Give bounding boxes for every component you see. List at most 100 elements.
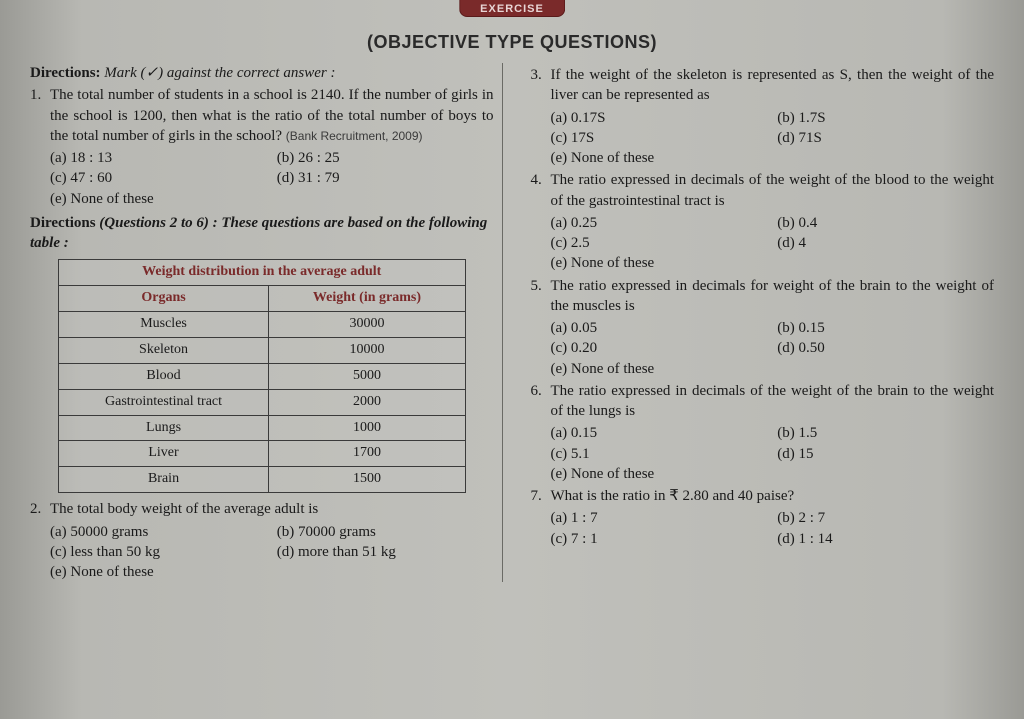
q4-choice-b[interactable]: (b) 0.4: [777, 213, 994, 233]
q7-choice-a[interactable]: (a) 1 : 7: [551, 508, 768, 528]
q2-text: The total body weight of the average adu…: [50, 499, 494, 519]
q2-choice-e[interactable]: (e) None of these: [50, 562, 267, 582]
q1-source: (Bank Recruitment, 2009): [286, 129, 423, 143]
directions-label: Directions:: [30, 65, 101, 81]
q4-num: 4.: [531, 170, 542, 190]
q5-choice-e[interactable]: (e) None of these: [551, 359, 768, 379]
cell: 30000: [269, 312, 465, 338]
q3-choice-e[interactable]: (e) None of these: [551, 148, 768, 168]
table-col1: Organs: [58, 286, 268, 312]
q6-choice-b[interactable]: (b) 1.5: [777, 423, 994, 443]
cell: Liver: [58, 441, 268, 467]
q3-num: 3.: [531, 65, 542, 85]
table-row: Skeleton10000: [58, 337, 465, 363]
cell: Brain: [58, 467, 268, 493]
q3-choices: (a) 0.17S (b) 1.7S (c) 17S (d) 71S (e) N…: [551, 108, 995, 169]
q7-num: 7.: [531, 486, 542, 506]
q1-stem: The total number of students in a school…: [50, 87, 494, 144]
q1-choices: (a) 18 : 13 (b) 26 : 25 (c) 47 : 60 (d) …: [50, 148, 494, 209]
left-column: Directions: Mark (✓) against the correct…: [30, 63, 503, 582]
directions-line: Directions: Mark (✓) against the correct…: [30, 63, 494, 83]
q3-choice-c[interactable]: (c) 17S: [551, 128, 768, 148]
q6-choice-e[interactable]: (e) None of these: [551, 464, 768, 484]
q2-choices: (a) 50000 grams (b) 70000 grams (c) less…: [50, 522, 494, 583]
q5-text: The ratio expressed in decimals for weig…: [551, 276, 995, 317]
cell: Skeleton: [58, 337, 268, 363]
page: EXERCISE (OBJECTIVE TYPE QUESTIONS) Dire…: [0, 0, 1024, 719]
q3-choice-a[interactable]: (a) 0.17S: [551, 108, 768, 128]
q1-choice-a[interactable]: (a) 18 : 13: [50, 148, 267, 168]
q4-choices: (a) 0.25 (b) 0.4 (c) 2.5 (d) 4 (e) None …: [551, 213, 995, 274]
table-title: Weight distribution in the average adult: [58, 260, 465, 286]
cell: 1700: [269, 441, 465, 467]
table-row: Brain1500: [58, 467, 465, 493]
q5-choice-d[interactable]: (d) 0.50: [777, 338, 994, 358]
q6-choice-d[interactable]: (d) 15: [777, 444, 994, 464]
q5-num: 5.: [531, 276, 542, 296]
sub-dir-label: Directions: [30, 215, 96, 231]
q5-choice-c[interactable]: (c) 0.20: [551, 338, 768, 358]
cell: 2000: [269, 389, 465, 415]
q6-choice-c[interactable]: (c) 5.1: [551, 444, 768, 464]
q3-text: If the weight of the skeleton is represe…: [551, 65, 995, 106]
cell: Lungs: [58, 415, 268, 441]
question-7: 7. What is the ratio in ₹ 2.80 and 40 pa…: [531, 486, 995, 549]
q2-choice-b[interactable]: (b) 70000 grams: [277, 522, 494, 542]
q1-choice-d[interactable]: (d) 31 : 79: [277, 168, 494, 188]
q6-choices: (a) 0.15 (b) 1.5 (c) 5.1 (d) 15 (e) None…: [551, 423, 995, 484]
cell: Gastrointestinal tract: [58, 389, 268, 415]
q1-choice-e[interactable]: (e) None of these: [50, 189, 267, 209]
q7-text: What is the ratio in ₹ 2.80 and 40 paise…: [551, 486, 995, 506]
q5-choices: (a) 0.05 (b) 0.15 (c) 0.20 (d) 0.50 (e) …: [551, 318, 995, 379]
cell: 5000: [269, 363, 465, 389]
q2-choice-d[interactable]: (d) more than 51 kg: [277, 542, 494, 562]
right-column: 3. If the weight of the skeleton is repr…: [523, 63, 995, 582]
table-row: Muscles30000: [58, 312, 465, 338]
q2-num: 2.: [30, 499, 41, 519]
question-4: 4. The ratio expressed in decimals of th…: [531, 170, 995, 273]
weight-table: Weight distribution in the average adult…: [58, 259, 466, 493]
q1-num: 1.: [30, 85, 41, 105]
q1-choice-b[interactable]: (b) 26 : 25: [277, 148, 494, 168]
sub-directions: Directions (Questions 2 to 6) : These qu…: [30, 213, 494, 254]
q3-choice-d[interactable]: (d) 71S: [777, 128, 994, 148]
cell: Blood: [58, 363, 268, 389]
question-2: 2. The total body weight of the average …: [30, 499, 494, 582]
q6-num: 6.: [531, 381, 542, 401]
q4-choice-a[interactable]: (a) 0.25: [551, 213, 768, 233]
section-title: (OBJECTIVE TYPE QUESTIONS): [30, 32, 994, 53]
q4-text: The ratio expressed in decimals of the w…: [551, 170, 995, 211]
q6-text: The ratio expressed in decimals of the w…: [551, 381, 995, 422]
q6-choice-a[interactable]: (a) 0.15: [551, 423, 768, 443]
q5-choice-b[interactable]: (b) 0.15: [777, 318, 994, 338]
table-row: Liver1700: [58, 441, 465, 467]
q7-choice-b[interactable]: (b) 2 : 7: [777, 508, 994, 528]
content-columns: Directions: Mark (✓) against the correct…: [30, 63, 994, 582]
table-row: Lungs1000: [58, 415, 465, 441]
question-5: 5. The ratio expressed in decimals for w…: [531, 276, 995, 379]
exercise-pill: EXERCISE: [459, 0, 565, 17]
q4-choice-d[interactable]: (d) 4: [777, 233, 994, 253]
question-6: 6. The ratio expressed in decimals of th…: [531, 381, 995, 484]
q1-choice-c[interactable]: (c) 47 : 60: [50, 168, 267, 188]
sub-dir-range: (Questions 2 to 6) :: [99, 215, 217, 231]
q1-text: The total number of students in a school…: [50, 85, 494, 146]
q3-choice-b[interactable]: (b) 1.7S: [777, 108, 994, 128]
table-row: Gastrointestinal tract2000: [58, 389, 465, 415]
q7-choice-c[interactable]: (c) 7 : 1: [551, 529, 768, 549]
q2-choice-c[interactable]: (c) less than 50 kg: [50, 542, 267, 562]
question-1: 1. The total number of students in a sch…: [30, 85, 494, 209]
table-col2: Weight (in grams): [269, 286, 465, 312]
q7-choice-d[interactable]: (d) 1 : 14: [777, 529, 994, 549]
q4-choice-e[interactable]: (e) None of these: [551, 253, 768, 273]
cell: 1500: [269, 467, 465, 493]
cell: Muscles: [58, 312, 268, 338]
cell: 10000: [269, 337, 465, 363]
q2-choice-a[interactable]: (a) 50000 grams: [50, 522, 267, 542]
table-row: Blood5000: [58, 363, 465, 389]
q7-choices: (a) 1 : 7 (b) 2 : 7 (c) 7 : 1 (d) 1 : 14: [551, 508, 995, 549]
q5-choice-a[interactable]: (a) 0.05: [551, 318, 768, 338]
directions-text: Mark (✓) against the correct answer :: [104, 65, 335, 81]
cell: 1000: [269, 415, 465, 441]
q4-choice-c[interactable]: (c) 2.5: [551, 233, 768, 253]
